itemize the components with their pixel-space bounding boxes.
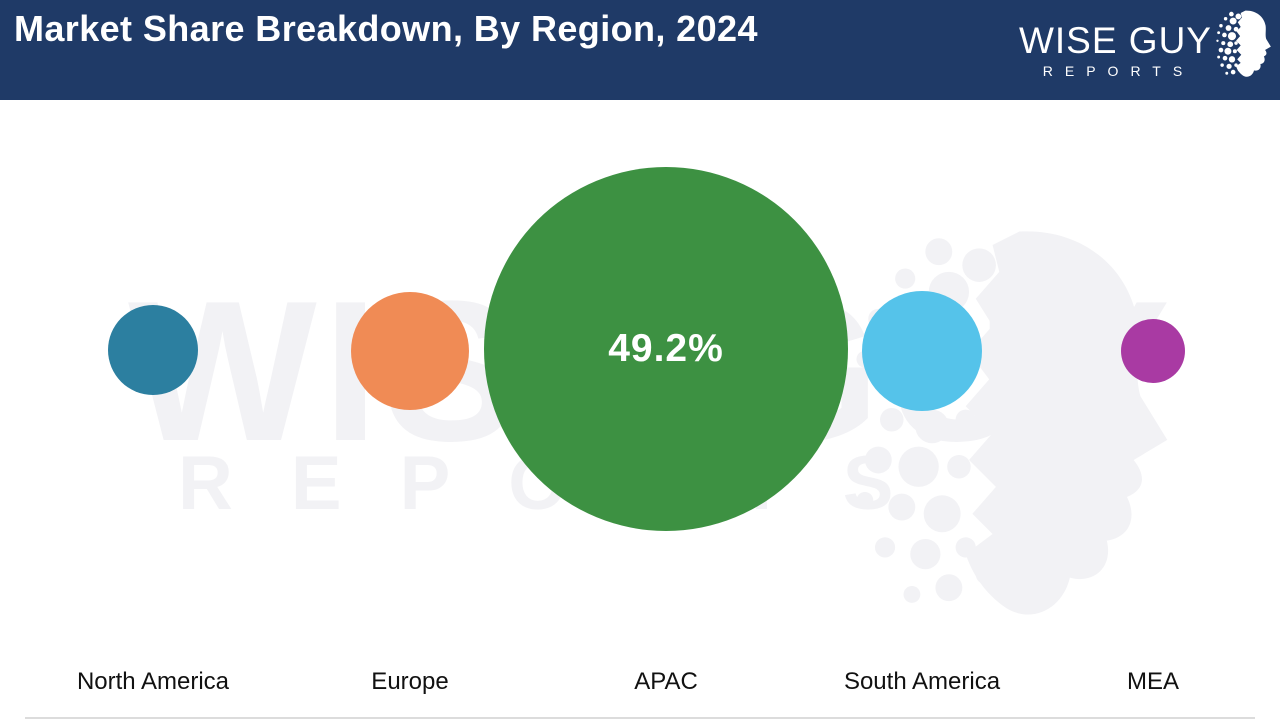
bubble-europe[interactable]	[351, 292, 469, 410]
page-title: Market Share Breakdown, By Region, 2024	[14, 8, 758, 49]
bubble-chart: WISE GUY REPORTS 49.2% North AmericaEuro…	[0, 100, 1280, 720]
bubble-apac[interactable]: 49.2%	[484, 167, 848, 531]
bubble-south-america[interactable]	[862, 291, 982, 411]
bubble-layer: 49.2%	[0, 100, 1280, 720]
header: Market Share Breakdown, By Region, 2024 …	[0, 0, 1280, 100]
bubble-value-label-apac: 49.2%	[608, 327, 724, 370]
logo-face-icon	[1216, 10, 1271, 77]
logo-wordmark: WISE GUY	[1018, 20, 1212, 61]
logo-text: WISE GUY REPORTS	[1019, 22, 1212, 79]
bubble-mea[interactable]	[1121, 319, 1185, 383]
bubble-north-america[interactable]	[108, 305, 198, 395]
chart-baseline	[25, 717, 1255, 719]
brand-logo: WISE GUY REPORTS	[1019, 8, 1272, 84]
logo-subtext: REPORTS	[1042, 63, 1195, 79]
